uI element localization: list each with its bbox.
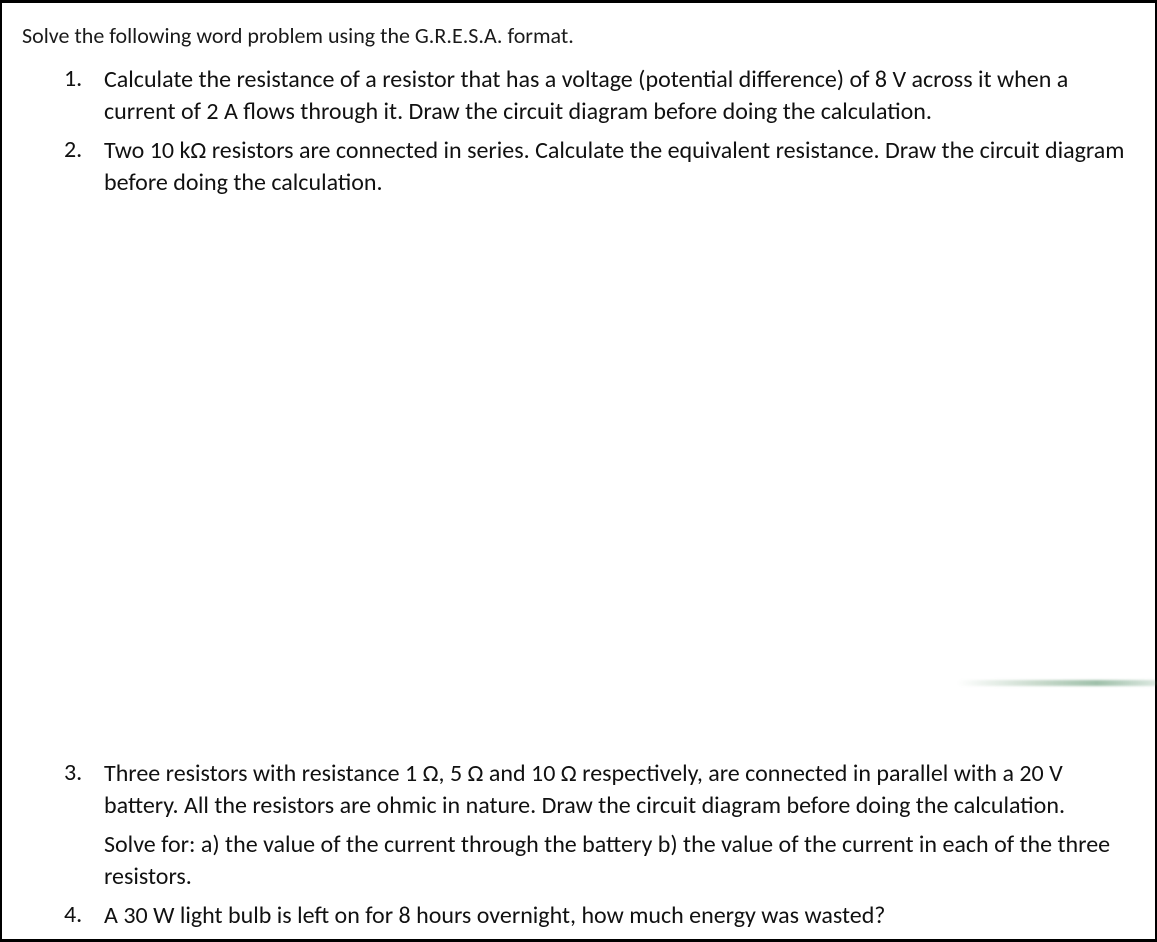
problem-item: 2. Two 10 kΩ resistors are connected in …: [60, 135, 1127, 200]
problem-number: 4.: [60, 900, 104, 932]
problem-text: Three resistors with resistance 1 Ω, 5 Ω…: [104, 758, 1127, 823]
problem-number: 1.: [60, 64, 104, 129]
problem-list-top: 1. Calculate the resistance of a resisto…: [60, 64, 1127, 206]
problem-number: 3.: [60, 758, 104, 823]
problem-text: A 30 W light bulb is left on for 8 hours…: [104, 900, 1127, 932]
problem-item: 3. Three resistors with resistance 1 Ω, …: [60, 758, 1127, 823]
problem-item: 4. A 30 W light bulb is left on for 8 ho…: [60, 900, 1127, 932]
problem-item: Solve for: a) the value of the current t…: [60, 829, 1127, 894]
instruction-text: Solve the following word problem using t…: [22, 22, 574, 49]
page-border-top: [0, 0, 1157, 3]
problem-list-bottom: 3. Three resistors with resistance 1 Ω, …: [60, 758, 1127, 938]
problem-item: 1. Calculate the resistance of a resisto…: [60, 64, 1127, 129]
problem-text: Calculate the resistance of a resistor t…: [104, 64, 1127, 129]
paper-smudge: [957, 680, 1157, 686]
problem-text: Two 10 kΩ resistors are connected in ser…: [104, 135, 1127, 200]
problem-text: Solve for: a) the value of the current t…: [104, 829, 1127, 894]
page-border-left: [0, 0, 2, 942]
document-page: Solve the following word problem using t…: [0, 0, 1157, 942]
problem-number: 2.: [60, 135, 104, 200]
problem-number: [60, 829, 104, 894]
